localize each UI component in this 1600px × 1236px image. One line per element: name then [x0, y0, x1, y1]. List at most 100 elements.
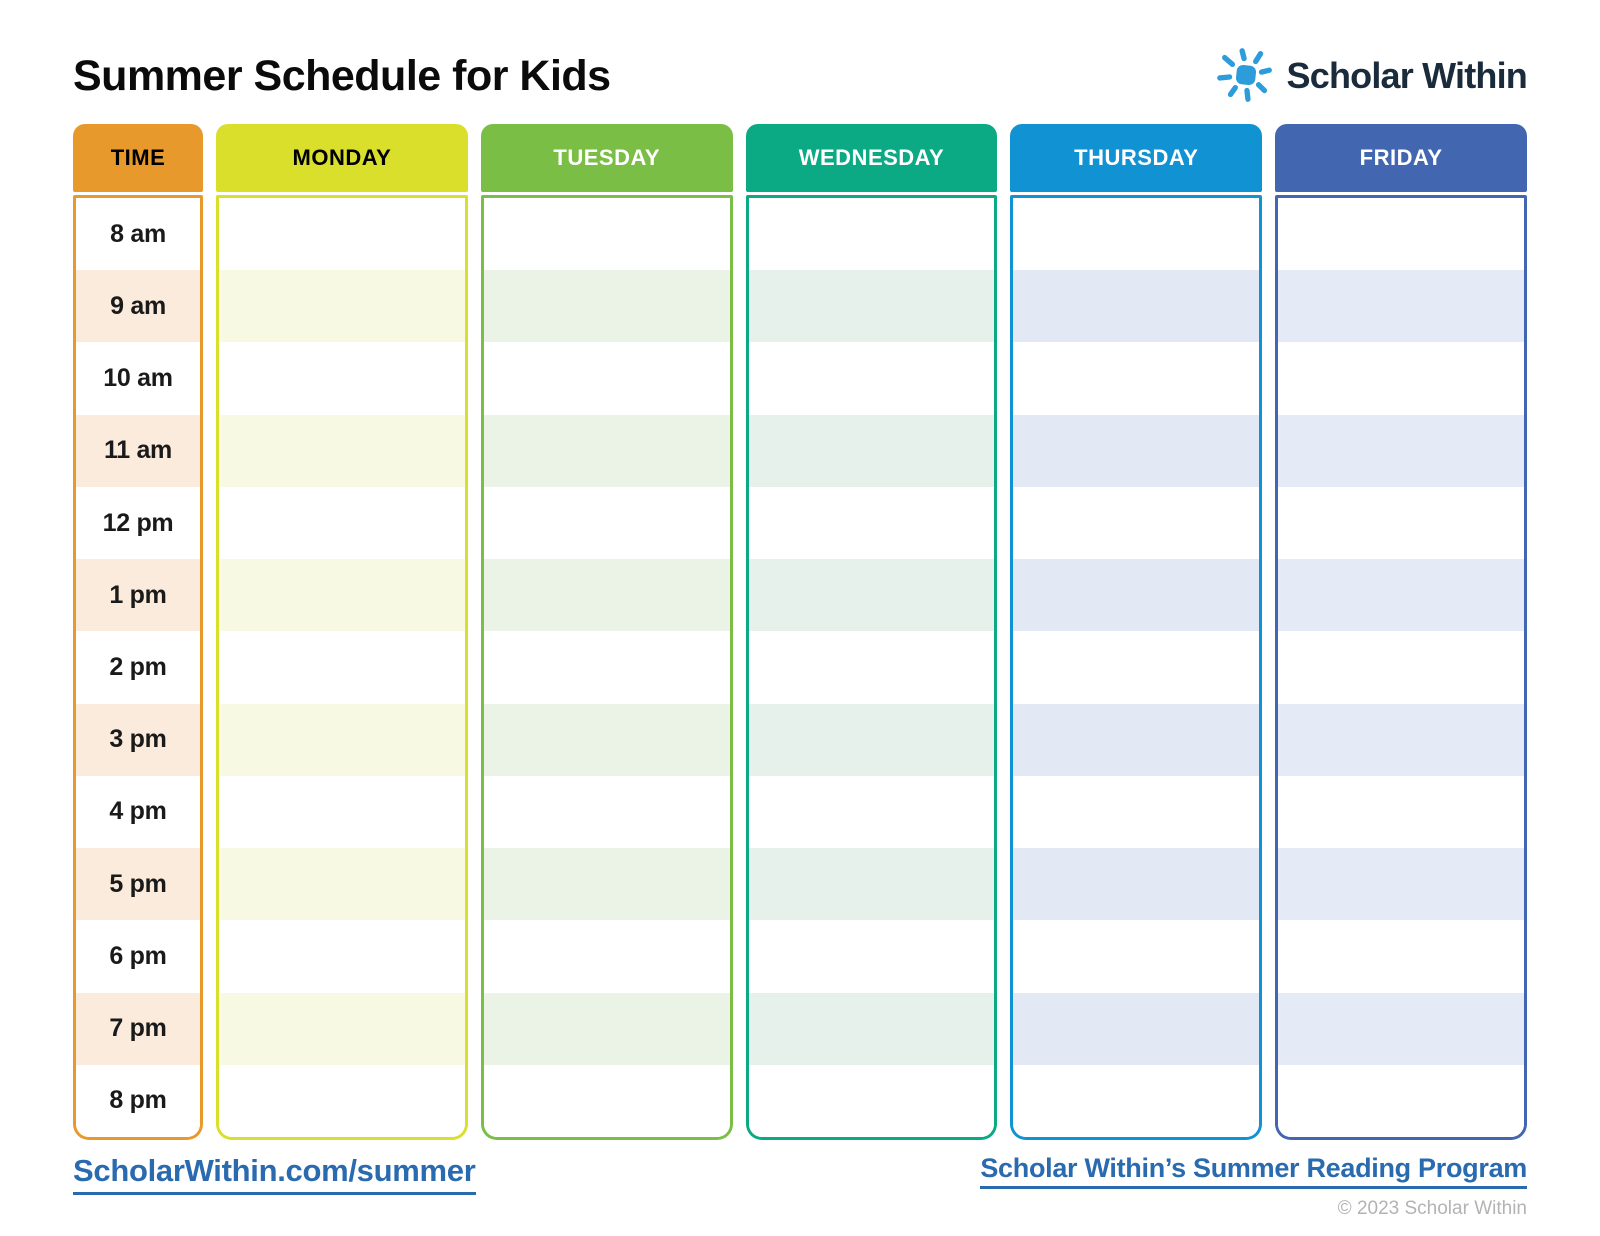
column-header-monday: MONDAY	[216, 124, 468, 192]
schedule-cell-tuesday-5pm	[483, 848, 730, 921]
column-header-thursday: THURSDAY	[1010, 124, 1263, 192]
schedule-cell-tuesday-10am	[483, 342, 730, 415]
schedule-cell-monday-7pm	[219, 992, 465, 1065]
footer: ScholarWithin.com/summer Scholar Within’…	[73, 1153, 1527, 1220]
schedule-cell-friday-5pm	[1278, 848, 1524, 921]
schedule-cell-monday-11am	[219, 414, 465, 487]
column-body-monday	[216, 195, 468, 1140]
time-label-11am: 11 am	[76, 414, 200, 487]
schedule-cell-thursday-3pm	[1013, 703, 1260, 776]
schedule-cell-wednesday-8am	[748, 198, 995, 271]
schedule-cell-wednesday-1pm	[748, 559, 995, 632]
copyright: © 2023 Scholar Within	[1337, 1198, 1527, 1219]
time-label-1pm: 1 pm	[76, 559, 200, 632]
schedule-cell-wednesday-7pm	[748, 992, 995, 1065]
time-label-3pm: 3 pm	[76, 703, 200, 776]
column-header-time: TIME	[73, 124, 203, 192]
schedule-cell-thursday-9am	[1013, 270, 1260, 343]
time-column: TIME 8 am 9 am 10 am 11 am 12 pm 1 pm 2 pm 3 pm 4…	[73, 124, 203, 1140]
day-column-wednesday: WEDNESDAY	[745, 124, 998, 1140]
schedule-cell-tuesday-12pm	[483, 486, 730, 560]
schedule-cell-tuesday-1pm	[483, 559, 730, 632]
schedule-cell-wednesday-11am	[748, 414, 995, 487]
schedule-cell-friday-8pm	[1278, 1064, 1524, 1137]
schedule-cell-thursday-1pm	[1013, 559, 1260, 632]
schedule-cell-thursday-2pm	[1013, 631, 1260, 704]
schedule-cell-tuesday-8pm	[483, 1064, 730, 1137]
schedule-cell-tuesday-2pm	[483, 631, 730, 704]
brand-logo: Scholar Within	[1215, 45, 1528, 107]
time-label-8am: 8 am	[76, 198, 200, 271]
schedule-cell-wednesday-6pm	[748, 920, 995, 993]
column-header-wednesday: WEDNESDAY	[745, 124, 998, 192]
schedule-cell-thursday-10am	[1013, 342, 1260, 415]
schedule-cell-tuesday-6pm	[483, 920, 730, 993]
schedule-cell-friday-6pm	[1278, 920, 1524, 993]
schedule-cell-friday-10am	[1278, 342, 1524, 415]
column-body-friday	[1275, 195, 1527, 1140]
schedule-cell-thursday-4pm	[1013, 775, 1260, 849]
schedule-cell-thursday-11am	[1013, 414, 1260, 487]
column-header-friday: FRIDAY	[1275, 124, 1527, 192]
summer-reading-program-link[interactable]: Scholar Within’s Summer Reading Program	[980, 1153, 1527, 1189]
schedule-cell-wednesday-9am	[748, 270, 995, 343]
schedule-cell-tuesday-7pm	[483, 992, 730, 1065]
schedule-cell-monday-12pm	[219, 486, 465, 560]
schedule-cell-monday-8am	[219, 198, 465, 271]
schedule-cell-tuesday-11am	[483, 414, 730, 487]
page-title: Summer Schedule for Kids	[73, 51, 611, 100]
time-label-6pm: 6 pm	[76, 920, 200, 993]
schedule-cell-thursday-6pm	[1013, 920, 1260, 993]
schedule-cell-wednesday-10am	[748, 342, 995, 415]
schedule-cell-wednesday-8pm	[748, 1064, 995, 1137]
schedule-cell-tuesday-9am	[483, 270, 730, 343]
brand-name: Scholar Within	[1286, 55, 1528, 96]
summer-url-link[interactable]: ScholarWithin.com/summer	[73, 1153, 476, 1195]
schedule-cell-friday-11am	[1278, 414, 1524, 487]
schedule-cell-wednesday-4pm	[748, 775, 995, 849]
schedule-table: TIME 8 am 9 am 10 am 11 am 12 pm 1 pm 2 pm 3 pm 4…	[73, 124, 1527, 1140]
schedule-cell-thursday-12pm	[1013, 486, 1260, 560]
schedule-cell-wednesday-3pm	[748, 703, 995, 776]
schedule-cell-monday-1pm	[219, 559, 465, 632]
day-column-friday: FRIDAY	[1275, 124, 1527, 1140]
schedule-cell-friday-2pm	[1278, 631, 1524, 704]
time-label-2pm: 2 pm	[76, 631, 200, 704]
schedule-cell-friday-1pm	[1278, 559, 1524, 632]
schedule-cell-wednesday-2pm	[748, 631, 995, 704]
column-body-thursday	[1010, 195, 1263, 1140]
column-body-tuesday	[480, 195, 733, 1140]
sun-icon	[1215, 45, 1277, 107]
schedule-cell-monday-2pm	[219, 631, 465, 704]
footer-right: Scholar Within’s Summer Reading Program …	[980, 1153, 1527, 1220]
schedule-cell-tuesday-4pm	[483, 775, 730, 849]
day-column-monday: MONDAY	[216, 124, 468, 1140]
schedule-cell-friday-4pm	[1278, 775, 1524, 849]
schedule-cell-wednesday-5pm	[748, 848, 995, 921]
time-label-7pm: 7 pm	[76, 992, 200, 1065]
schedule-cell-tuesday-3pm	[483, 703, 730, 776]
schedule-cell-friday-8am	[1278, 198, 1524, 271]
column-header-tuesday: TUESDAY	[480, 124, 733, 192]
day-column-tuesday: TUESDAY	[480, 124, 733, 1140]
topbar: Summer Schedule for Kids	[73, 0, 1528, 112]
schedule-cell-monday-8pm	[219, 1064, 465, 1137]
schedule-cell-wednesday-12pm	[748, 486, 995, 560]
time-label-9am: 9 am	[76, 270, 200, 343]
schedule-cell-monday-10am	[219, 342, 465, 415]
column-body-wednesday	[745, 195, 998, 1140]
schedule-cell-thursday-8pm	[1013, 1064, 1260, 1137]
day-column-thursday: THURSDAY	[1010, 124, 1263, 1140]
time-label-4pm: 4 pm	[76, 775, 200, 849]
schedule-cell-monday-5pm	[219, 848, 465, 921]
schedule-cell-thursday-5pm	[1013, 848, 1260, 921]
schedule-cell-thursday-7pm	[1013, 992, 1260, 1065]
schedule-cell-tuesday-8am	[483, 198, 730, 271]
schedule-cell-monday-3pm	[219, 703, 465, 776]
schedule-cell-friday-7pm	[1278, 992, 1524, 1065]
schedule-cell-friday-12pm	[1278, 486, 1524, 560]
schedule-cell-monday-4pm	[219, 775, 465, 849]
schedule-cell-monday-6pm	[219, 920, 465, 993]
schedule-cell-thursday-8am	[1013, 198, 1260, 271]
